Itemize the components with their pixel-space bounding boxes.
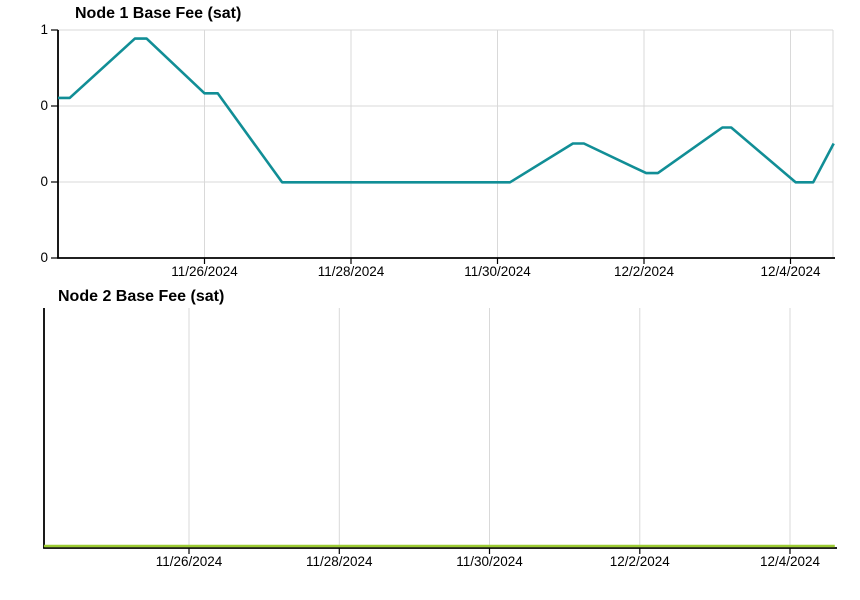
x-tick-label: 11/26/2024 bbox=[155, 554, 223, 569]
y-tick-label: 1 bbox=[40, 22, 48, 37]
x-tick-label: 11/28/2024 bbox=[305, 554, 373, 569]
series-line-node-1-base-fee bbox=[58, 37, 835, 184]
y-tick-label: 0 bbox=[40, 98, 48, 113]
chart-title-node1: Node 1 Base Fee (sat) bbox=[75, 5, 242, 22]
chart-title-node2: Node 2 Base Fee (sat) bbox=[58, 288, 225, 305]
x-tick-label: 11/30/2024 bbox=[456, 554, 523, 569]
y-tick-label: 0 bbox=[40, 174, 48, 189]
x-tick-label: 12/4/2024 bbox=[760, 264, 821, 279]
x-tick-label: 12/2/2024 bbox=[613, 264, 675, 279]
x-tick-label: 12/4/2024 bbox=[759, 554, 821, 569]
x-tick-label: 12/2/2024 bbox=[609, 554, 670, 569]
y-tick-label: 0 bbox=[40, 250, 48, 265]
x-tick-label: 11/28/2024 bbox=[317, 264, 385, 279]
x-tick-label: 11/30/2024 bbox=[464, 264, 531, 279]
x-tick-label: 11/26/2024 bbox=[171, 264, 238, 279]
